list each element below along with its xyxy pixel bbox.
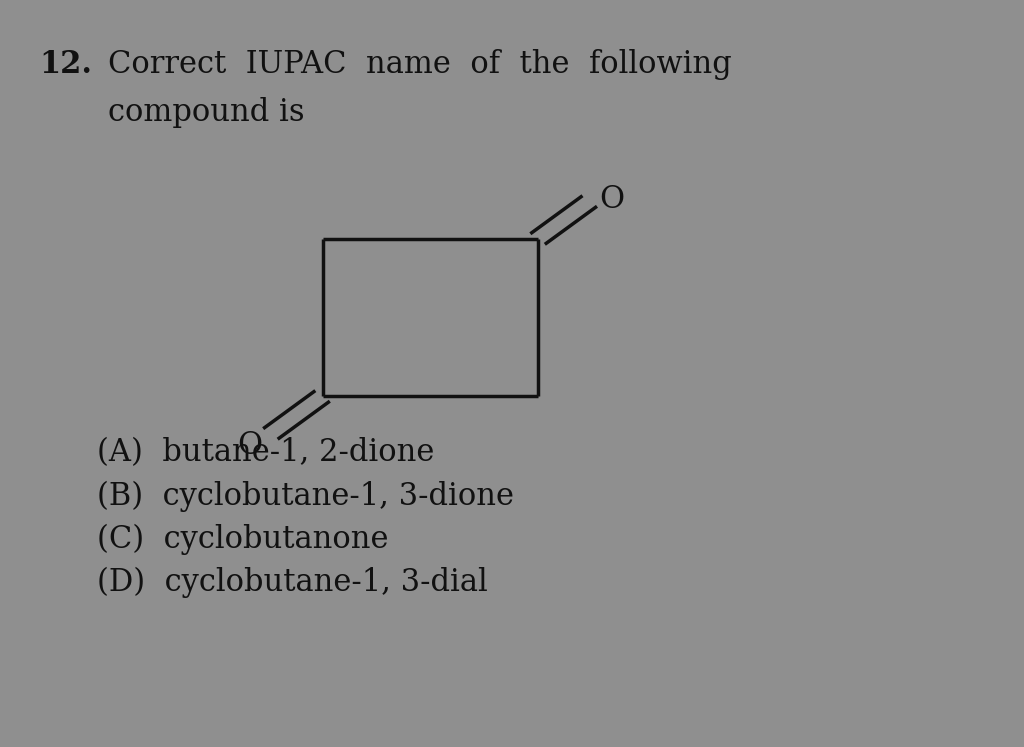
Text: compound is: compound is	[108, 97, 304, 128]
Text: (B)  cyclobutane-1, 3-dione: (B) cyclobutane-1, 3-dione	[97, 480, 514, 512]
Text: O: O	[600, 184, 625, 215]
Text: (A)  butane-1, 2-dione: (A) butane-1, 2-dione	[97, 437, 434, 468]
Text: (D)  cyclobutane-1, 3-dial: (D) cyclobutane-1, 3-dial	[97, 567, 488, 598]
Text: O: O	[238, 430, 262, 461]
Text: (C)  cyclobutanone: (C) cyclobutanone	[97, 524, 389, 555]
Text: Correct  IUPAC  name  of  the  following: Correct IUPAC name of the following	[108, 49, 731, 79]
Text: 12.: 12.	[39, 49, 92, 79]
